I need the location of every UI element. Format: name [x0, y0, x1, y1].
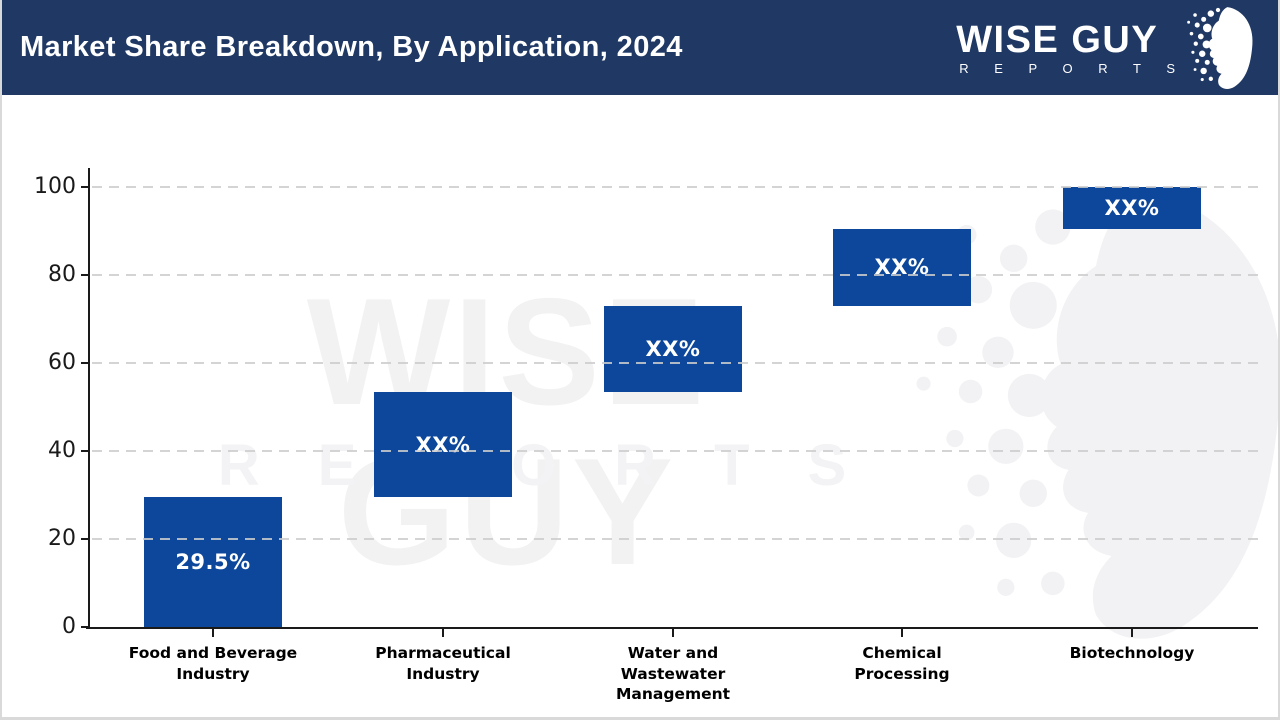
x-axis-tick [1131, 629, 1133, 637]
gridline [92, 450, 1258, 452]
bar: XX% [1063, 187, 1201, 229]
watermark-reports-text: REPORTS [217, 433, 905, 498]
watermark-face-icon [916, 191, 1278, 639]
bar-value-label: XX% [645, 336, 701, 361]
category-label: Biotechnology [1069, 644, 1195, 662]
y-tick-label: 20 [48, 526, 76, 551]
y-axis-spine [88, 168, 90, 629]
x-axis-tick [672, 629, 674, 637]
y-tick-label: 60 [48, 350, 76, 375]
logo-subtitle: R E P O R T S [959, 60, 1186, 76]
bar: XX% [833, 228, 971, 306]
x-axis-tick [442, 629, 444, 637]
x-axis-spine [86, 627, 1258, 629]
y-axis-tick [81, 274, 90, 276]
logo-text: WISE GUY R E P O R T S [956, 20, 1186, 76]
x-axis-tick [212, 629, 214, 637]
y-axis-tick [81, 186, 90, 188]
gridline [92, 362, 1258, 364]
bar-value-label: XX% [415, 432, 471, 457]
bar-value-label: 29.5% [175, 550, 251, 575]
bar-value-label: XX% [1104, 195, 1160, 220]
page-title: Market Share Breakdown, By Application, … [20, 31, 683, 63]
category-label: Water and Wastewater Management [615, 644, 731, 703]
x-axis-tick [901, 629, 903, 637]
y-axis-tick [81, 626, 90, 628]
bar: XX% [604, 305, 742, 392]
bar: 29.5% [144, 497, 282, 627]
y-tick-label: 40 [48, 438, 76, 463]
y-tick-label: 0 [62, 614, 76, 639]
y-axis-tick [81, 450, 90, 452]
logo-face-icon [1187, 6, 1253, 89]
bar: XX% [374, 392, 512, 498]
gridline [92, 274, 1258, 276]
y-axis-tick [81, 538, 90, 540]
logo-wordmark: WISE GUY [956, 18, 1159, 61]
chart-area: 0 20 40 60 80 100 29.5% XX% XX% XX% XX% Food and Be… [2, 95, 1278, 717]
category-label: Pharmaceutical Industry [375, 644, 511, 683]
logo: WISE GUY R E P O R T S [956, 5, 1262, 91]
gridline [92, 186, 1258, 188]
header: Market Share Breakdown, By Application, … [2, 0, 1278, 95]
gridline [92, 538, 1258, 540]
y-tick-label: 100 [34, 174, 76, 199]
category-label: Food and Beverage Industry [128, 644, 298, 683]
category-label: Chemical Processing [854, 644, 950, 683]
y-axis-tick [81, 362, 90, 364]
y-tick-label: 80 [48, 262, 76, 287]
